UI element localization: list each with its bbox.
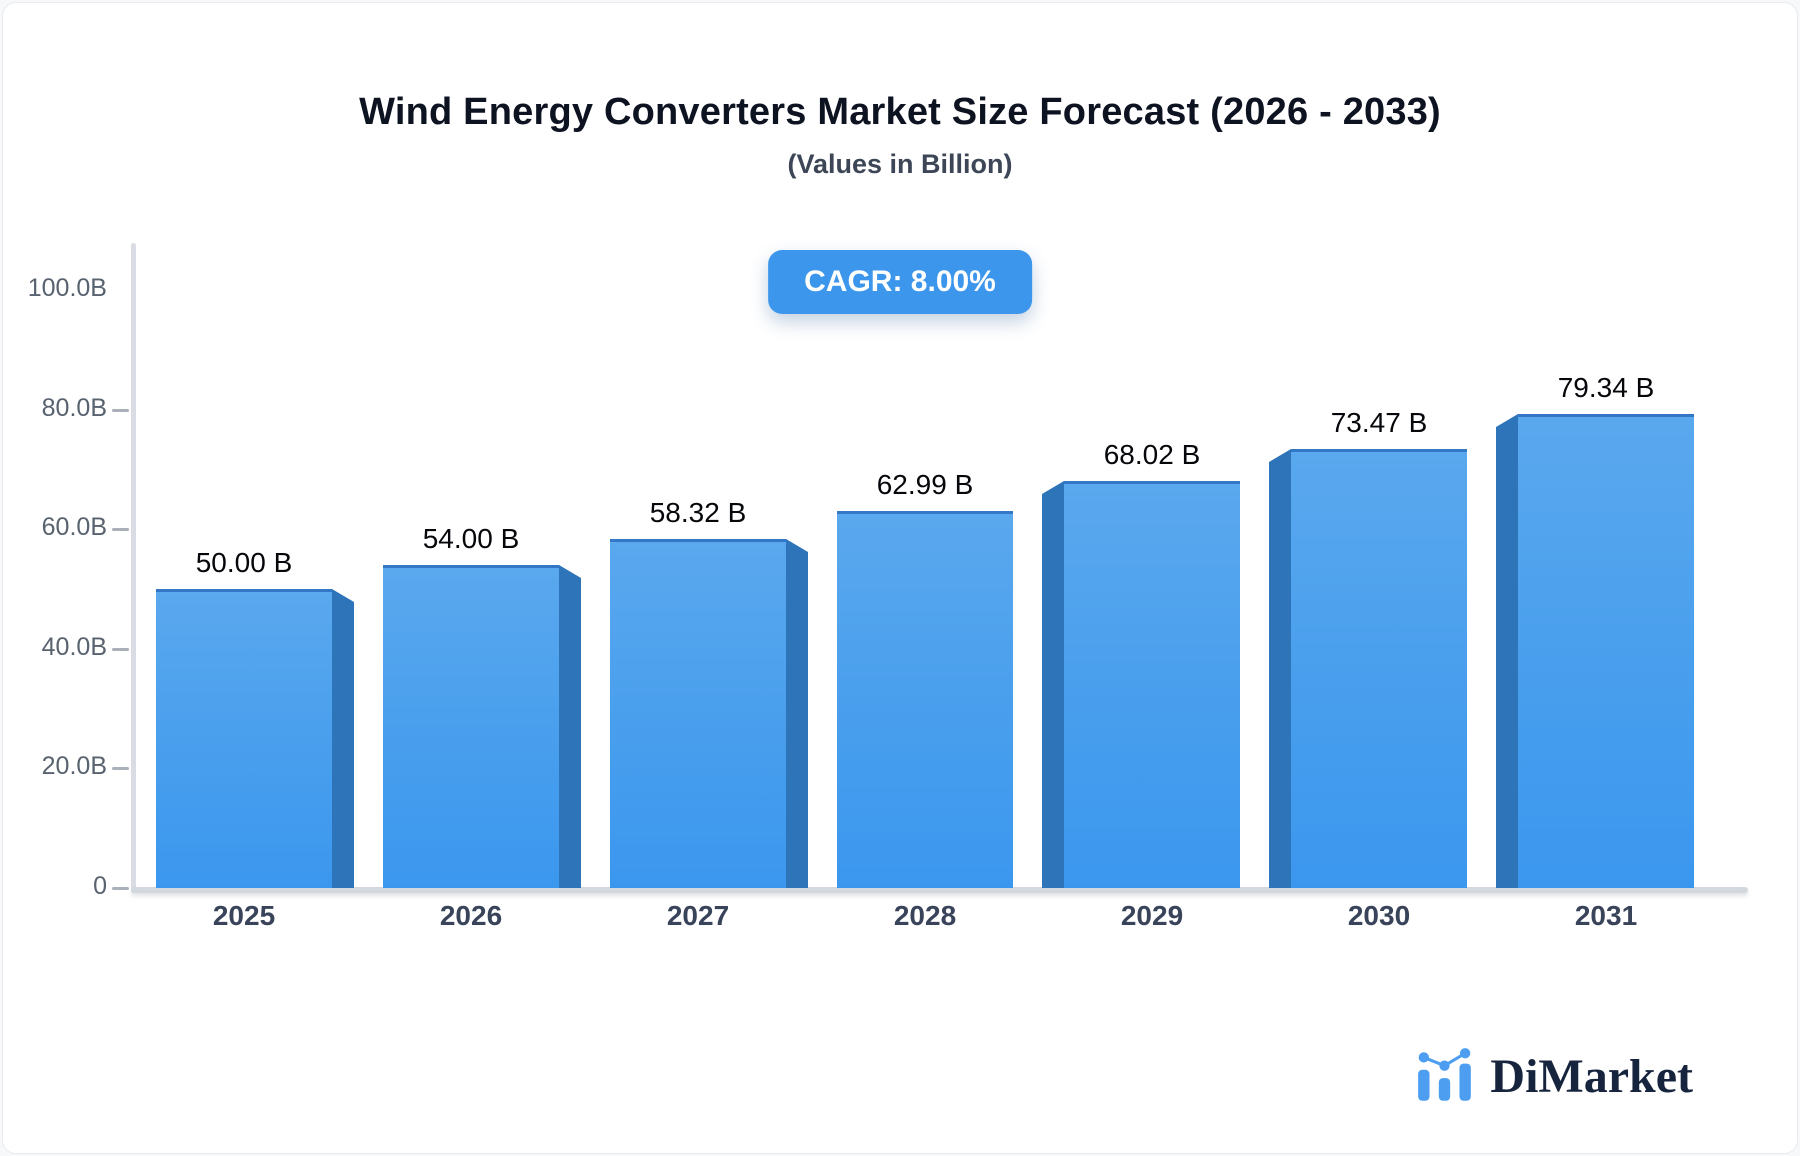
bar xyxy=(1291,449,1467,888)
chart-title: Wind Energy Converters Market Size Forec… xyxy=(359,91,1441,133)
bar-3d-side xyxy=(1269,449,1291,888)
bar-value-label: 54.00 B xyxy=(422,523,520,554)
bar-value-label: 58.32 B xyxy=(649,497,747,528)
x-axis-line xyxy=(131,887,1748,893)
y-tick-label: 80.0B xyxy=(41,393,107,422)
bar-value-label: 50.00 B xyxy=(195,547,293,578)
bar xyxy=(383,565,559,888)
brand-name: DiMarket xyxy=(1490,1049,1693,1103)
x-axis-category-label: 2029 xyxy=(1120,900,1184,931)
y-tick-label: 100.0B xyxy=(27,274,107,302)
y-tick-label: 40.0B xyxy=(41,632,107,661)
y-tick-mark xyxy=(112,528,129,532)
bar xyxy=(837,511,1013,888)
chart-subtitle: (Values in Billion) xyxy=(787,149,1013,179)
x-axis-category-label: 2026 xyxy=(439,900,503,931)
bar-value-label: 79.34 B xyxy=(1557,372,1655,403)
bar-3d-side xyxy=(786,539,808,888)
y-tick-label: 60.0B xyxy=(41,513,107,542)
y-tick-mark xyxy=(112,887,129,890)
x-axis-category-label: 2031 xyxy=(1574,900,1638,931)
y-tick-mark xyxy=(112,767,129,771)
bar-3d-side xyxy=(1496,414,1518,888)
bar-chart-plot-area: 100.0B 80.0B 60.0B 40.0B 20.0B 0 50.00 B 2025 54… xyxy=(3,3,1797,1153)
x-axis-category-label: 2030 xyxy=(1347,900,1411,931)
y-tick-mark xyxy=(112,408,129,412)
bar-3d-side xyxy=(1042,481,1064,888)
bar-3d-side xyxy=(559,565,581,888)
y-tick-label: 0 xyxy=(93,872,107,900)
x-axis-category-label: 2027 xyxy=(666,900,730,931)
bar xyxy=(156,589,332,888)
y-axis-line xyxy=(131,243,136,893)
bar xyxy=(1518,414,1694,888)
bar-3d-side xyxy=(332,589,354,888)
bar-value-label: 62.99 B xyxy=(876,469,974,500)
cagr-badge: CAGR: 8.00% xyxy=(768,250,1032,314)
brand-logo: DiMarket xyxy=(1414,1045,1693,1107)
y-tick-mark xyxy=(112,647,129,651)
bar xyxy=(610,539,786,888)
x-axis-category-label: 2025 xyxy=(212,900,276,931)
bar-value-label: 73.47 B xyxy=(1330,407,1428,438)
y-tick-label: 20.0B xyxy=(41,752,107,781)
x-axis-category-label: 2028 xyxy=(893,900,957,931)
bar-chart-logo-icon xyxy=(1414,1045,1476,1107)
bar-value-label: 68.02 B xyxy=(1103,439,1201,470)
bar xyxy=(1064,481,1240,888)
